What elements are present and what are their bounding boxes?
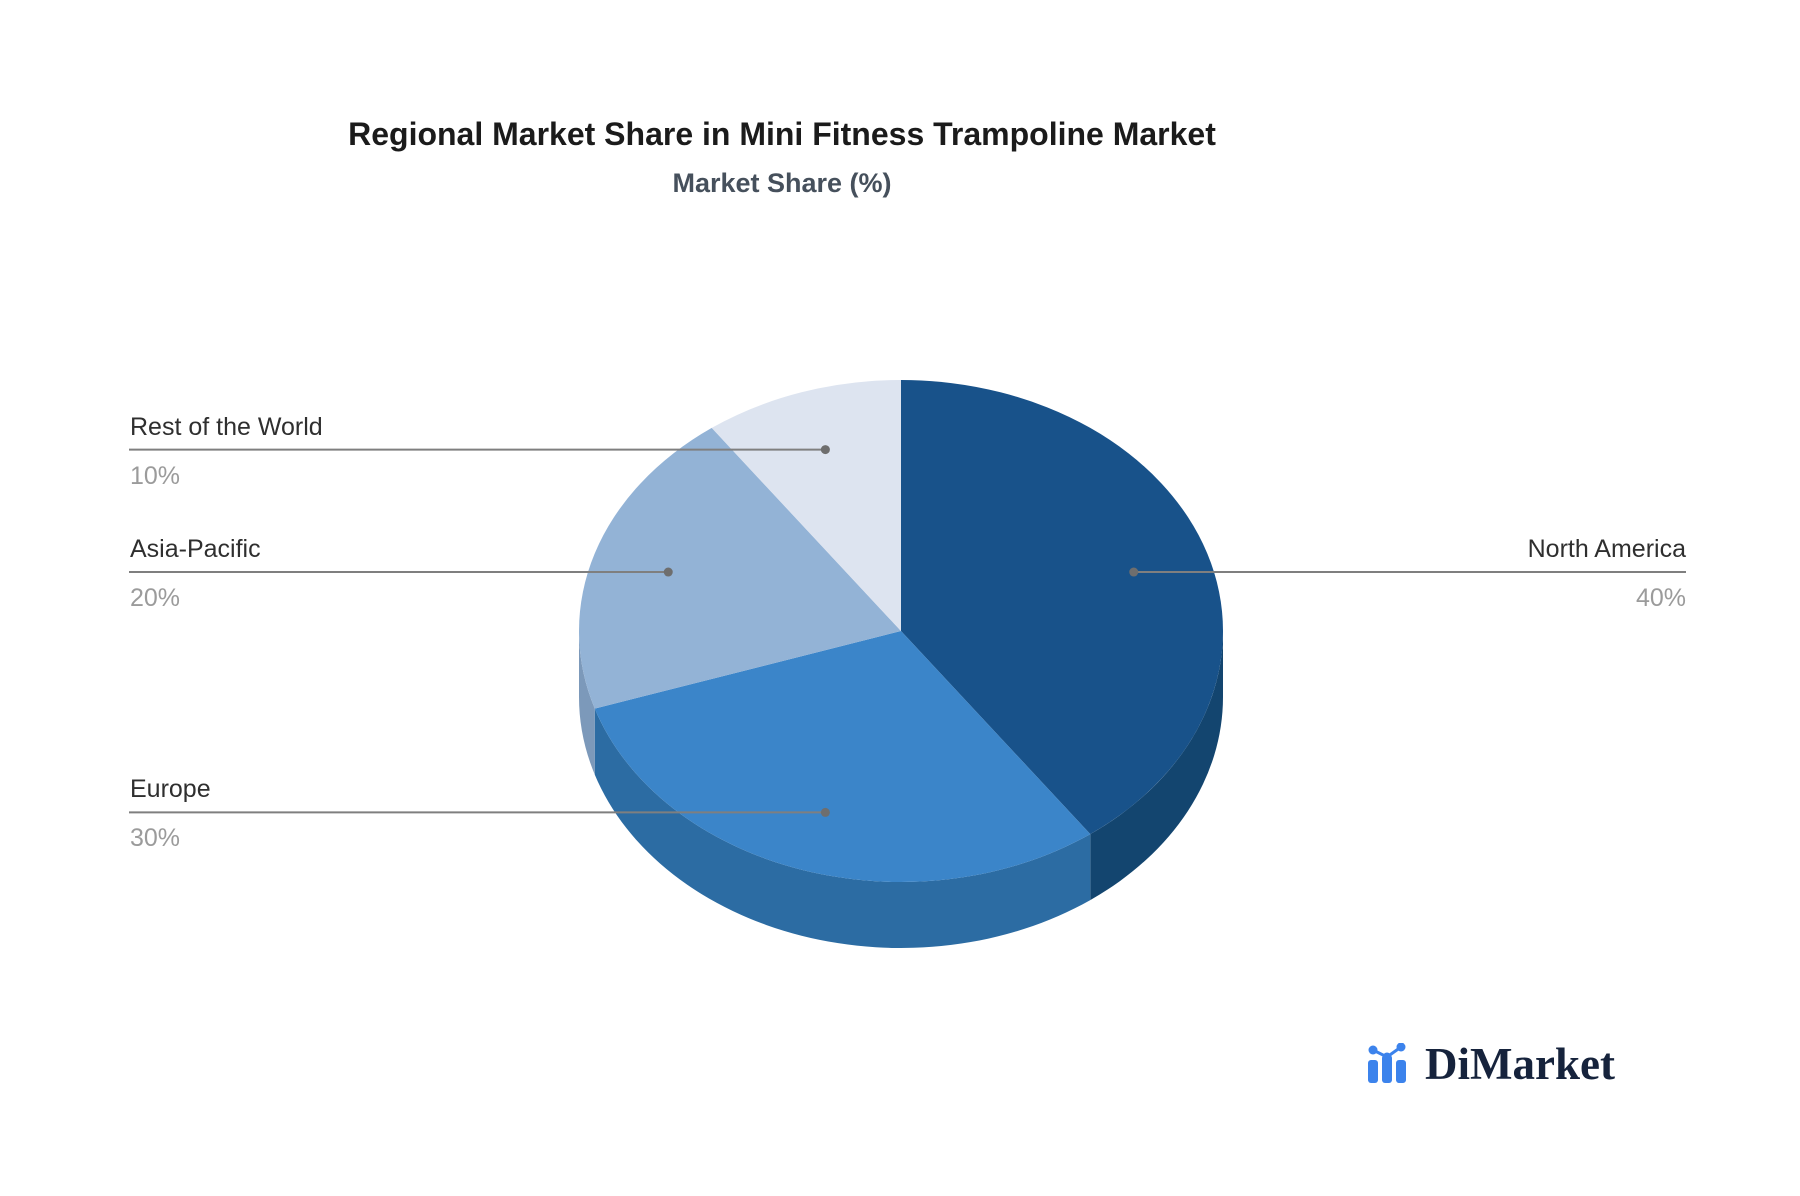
pie-slice-asia-pacific [579,427,901,709]
brand-logo: DiMarket [1366,1042,1615,1087]
slice-pct-label: 40% [1635,584,1686,613]
brand-logo-text: DiMarket [1425,1039,1615,1089]
slice-name-label: Asia-Pacific [130,535,261,564]
slice-name-label: Rest of the World [130,412,323,441]
chart-title: Regional Market Share in Mini Fitness Tr… [348,116,1216,152]
slice-name-label: North America [1527,535,1686,564]
leader-dot-rest-of-the-world [820,445,830,455]
bar-line-chart-icon [1368,1042,1406,1083]
pie-slice-north-america [901,380,1223,835]
pie-slice-side-asia-pacific [579,631,595,775]
pie-slice-side-europe [594,708,1091,948]
slice-pct-label: 20% [130,584,181,613]
slice-name-label: Europe [130,775,211,804]
pie-slice-side-north-america [1090,631,1223,901]
slice-pct-label: 10% [130,461,181,490]
leader-dot-europe [820,807,830,817]
pie-slice-rest-of-the-world [711,380,901,631]
chart-subtitle: Market Share (%) [672,168,892,198]
leader-dot-asia-pacific [663,567,673,577]
pie-slice-europe [594,631,1091,883]
leader-dot-north-america [1129,567,1139,577]
slice-pct-label: 30% [130,824,181,853]
